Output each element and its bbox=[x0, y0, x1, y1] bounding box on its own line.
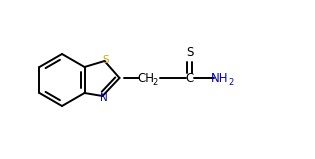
Text: CH: CH bbox=[137, 72, 154, 84]
Text: S: S bbox=[102, 55, 109, 65]
Text: C: C bbox=[186, 72, 194, 84]
Text: N: N bbox=[100, 93, 107, 103]
Text: NH: NH bbox=[211, 72, 228, 84]
Text: 2: 2 bbox=[228, 78, 233, 87]
Text: S: S bbox=[186, 46, 193, 59]
Text: 2: 2 bbox=[152, 78, 157, 87]
